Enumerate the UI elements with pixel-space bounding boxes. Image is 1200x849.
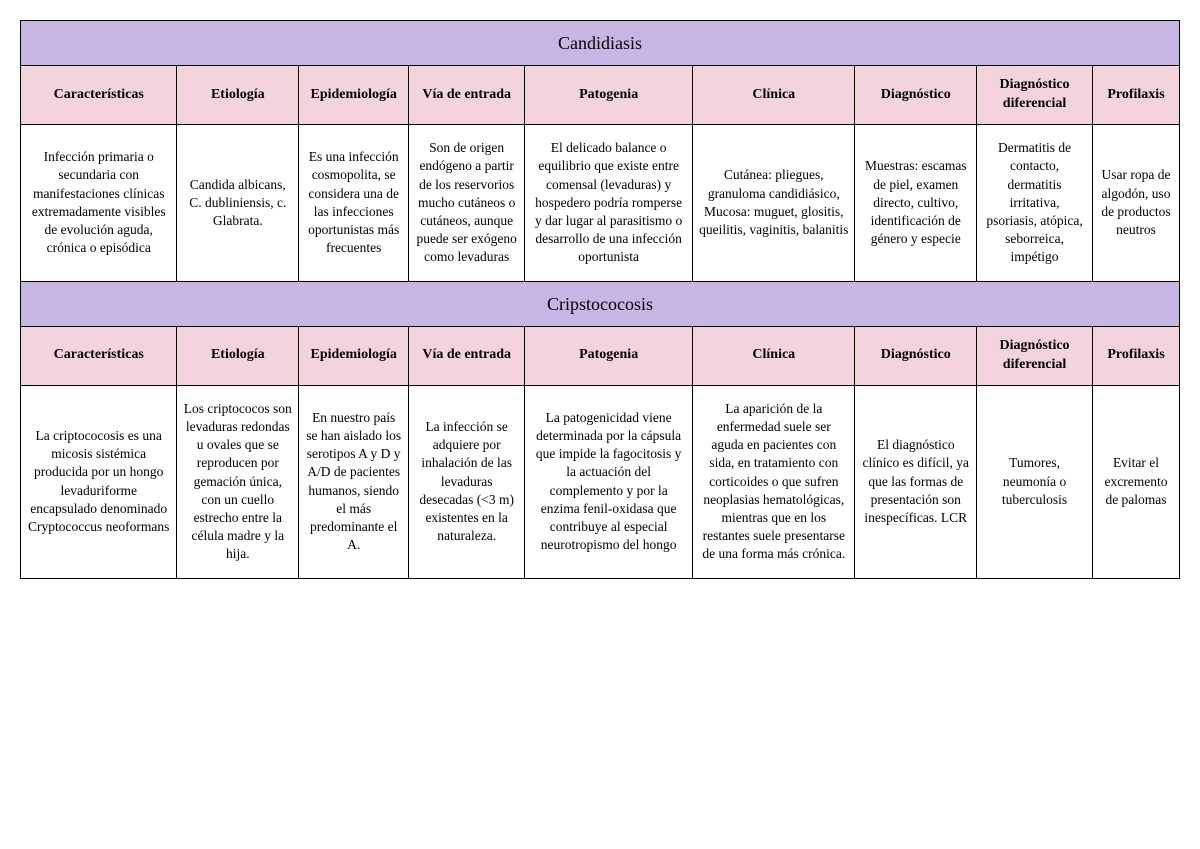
column-header: Características [21, 326, 177, 385]
table-cell: Son de origen endógeno a partir de los r… [409, 125, 525, 282]
column-header: Profilaxis [1093, 66, 1180, 125]
comparison-table: CandidiasisCaracterísticasEtiologíaEpide… [20, 20, 1180, 579]
column-header: Patogenia [525, 326, 693, 385]
table-cell: Candida albicans, C. dubliniensis, c. Gl… [177, 125, 299, 282]
table-cell: El delicado balance o equilibrio que exi… [525, 125, 693, 282]
table-cell: Cutánea: pliegues, granuloma candidiásic… [693, 125, 855, 282]
column-header: Epidemiología [299, 66, 409, 125]
column-header: Vía de entrada [409, 326, 525, 385]
column-header: Etiología [177, 326, 299, 385]
table-cell: Usar ropa de algodón, uso de productos n… [1093, 125, 1180, 282]
table-cell: Infección primaria o secundaria con mani… [21, 125, 177, 282]
table-cell: La patogenicidad viene determinada por l… [525, 385, 693, 578]
table-cell: Evitar el excremento de palomas [1093, 385, 1180, 578]
table-cell: En nuestro país se han aislado los serot… [299, 385, 409, 578]
column-header: Patogenia [525, 66, 693, 125]
table-cell: Los criptococos son levaduras redondas u… [177, 385, 299, 578]
table-cell: La criptococosis es una micosis sistémic… [21, 385, 177, 578]
column-header: Etiología [177, 66, 299, 125]
section-title: Candidiasis [21, 21, 1180, 66]
column-header: Diagnóstico [855, 66, 977, 125]
column-header: Epidemiología [299, 326, 409, 385]
column-header: Clínica [693, 326, 855, 385]
table-cell: Dermatitis de contacto, dermatitis irrit… [977, 125, 1093, 282]
column-header: Diagnóstico diferencial [977, 326, 1093, 385]
table-cell: La aparición de la enfermedad suele ser … [693, 385, 855, 578]
table-cell: Es una infección cosmopolita, se conside… [299, 125, 409, 282]
column-header: Vía de entrada [409, 66, 525, 125]
table-cell: Tumores, neumonía o tuberculosis [977, 385, 1093, 578]
column-header: Características [21, 66, 177, 125]
column-header: Clínica [693, 66, 855, 125]
table-cell: La infección se adquiere por inhalación … [409, 385, 525, 578]
table-cell: El diagnóstico clínico es difícil, ya qu… [855, 385, 977, 578]
section-title: Cripstococosis [21, 281, 1180, 326]
column-header: Profilaxis [1093, 326, 1180, 385]
column-header: Diagnóstico diferencial [977, 66, 1093, 125]
table-cell: Muestras: escamas de piel, examen direct… [855, 125, 977, 282]
column-header: Diagnóstico [855, 326, 977, 385]
